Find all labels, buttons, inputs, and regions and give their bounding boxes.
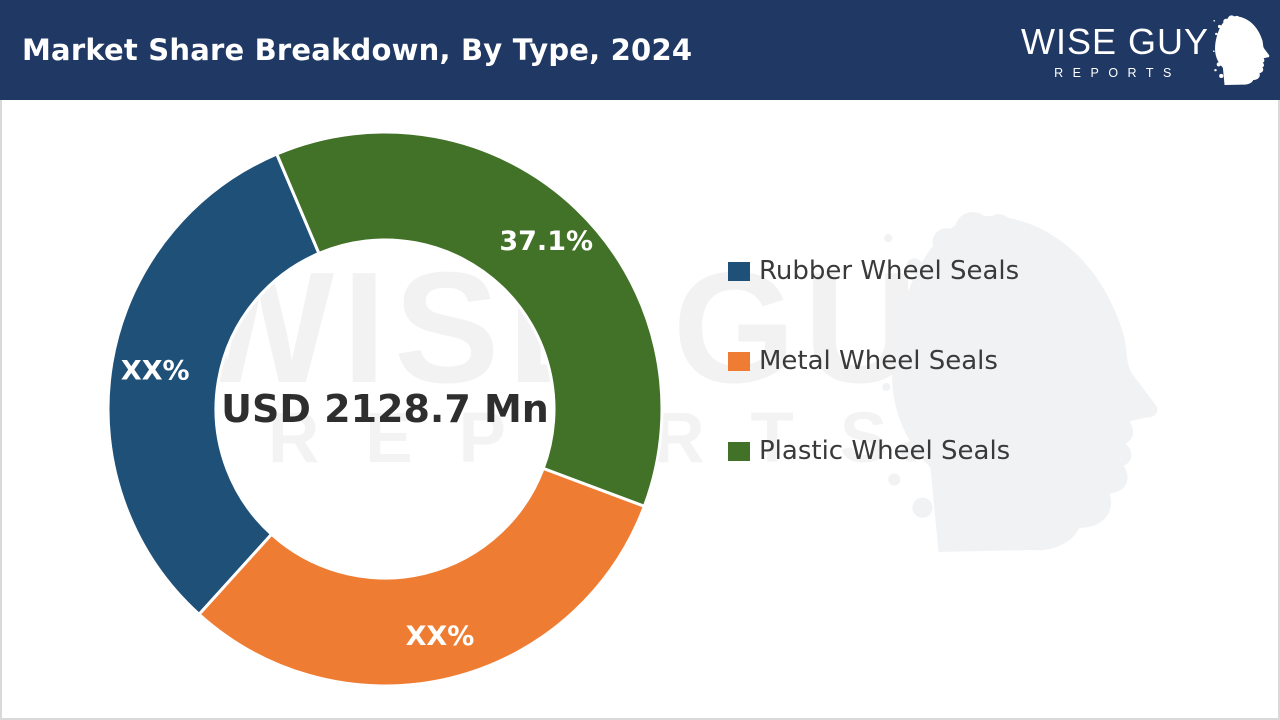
legend-swatch [728,351,750,371]
chart-center-value: USD 2128.7 Mn [221,387,549,431]
slice-label: XX% [406,621,475,652]
legend-label: Metal Wheel Seals [759,346,998,376]
donut-segment [275,130,664,508]
frame-border-right [1278,100,1280,720]
page-title: Market Share Breakdown, By Type, 2024 [22,33,693,67]
donut-segment [197,466,646,688]
brand-logo: WISE GUY REPORTS [1021,15,1270,85]
legend: Rubber Wheel Seals Metal Wheel Seals Pla… [728,256,1019,466]
frame-border-left [0,100,2,720]
legend-swatch [728,441,750,461]
brand-name: WISE GUY [1020,20,1209,62]
legend-swatch [728,261,750,281]
legend-label: Rubber Wheel Seals [759,256,1020,286]
slice-label: 37.1% [499,226,593,257]
frame-border-bottom [0,718,1280,720]
legend-item: Rubber Wheel Seals [728,256,1019,286]
brand-subtitle: REPORTS [1054,65,1181,80]
donut-segment [106,152,321,616]
header: Market Share Breakdown, By Type, 2024 WI… [0,0,1280,100]
legend-item: Metal Wheel Seals [728,346,1019,376]
brand-face-icon [1212,15,1270,85]
legend-label: Plastic Wheel Seals [759,436,1011,466]
legend-item: Plastic Wheel Seals [728,436,1019,466]
slice-label: XX% [121,356,190,387]
